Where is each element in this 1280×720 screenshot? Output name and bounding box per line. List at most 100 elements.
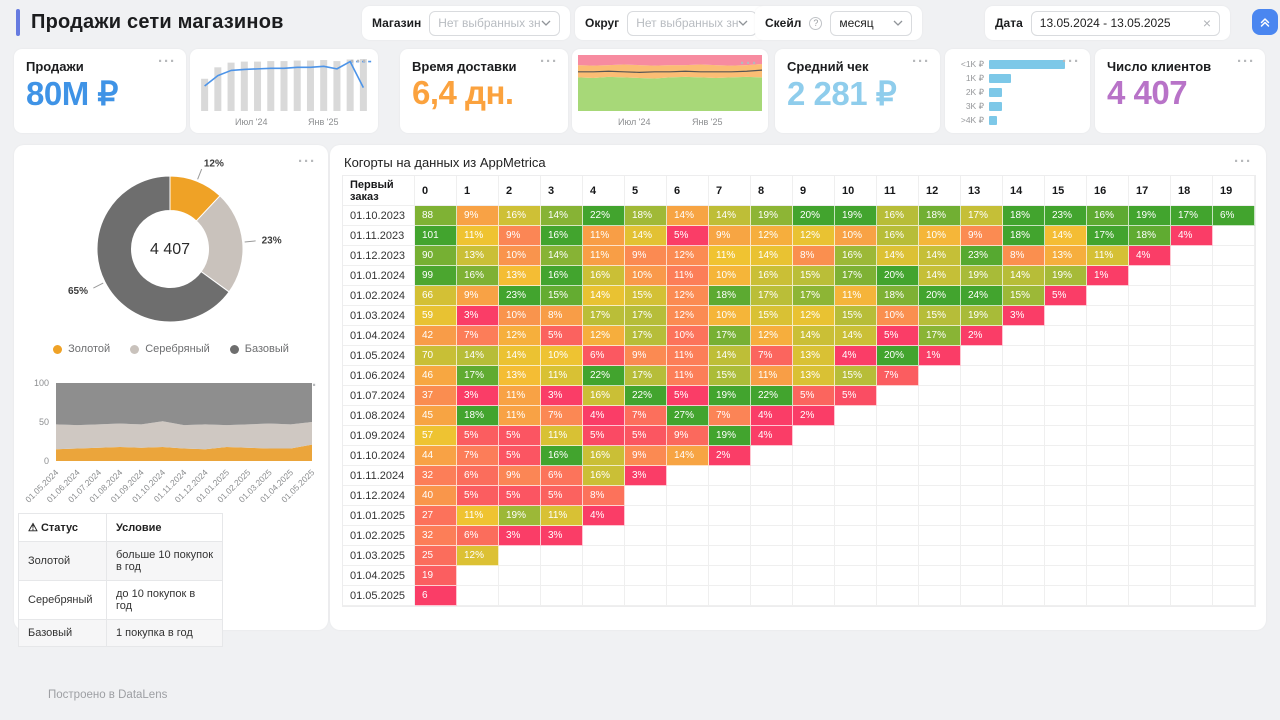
cohort-cell	[625, 526, 667, 546]
cohort-cell	[877, 486, 919, 506]
svg-text:12%: 12%	[204, 158, 224, 169]
cohort-cell	[1129, 546, 1171, 566]
cohort-cell	[793, 506, 835, 526]
cohort-cell: 18%	[625, 206, 667, 226]
cohort-cell	[1213, 366, 1255, 386]
cohort-cell: 19%	[835, 206, 877, 226]
date-range-input[interactable]: 13.05.2024 - 13.05.2025 ×	[1030, 10, 1220, 36]
cohort-cell	[709, 486, 751, 506]
menu-dots-icon[interactable]: ···	[740, 55, 758, 72]
kpi-card-avg-check: Средний чек 2 281 ₽ ···	[775, 49, 940, 133]
cohort-cell: 4%	[1171, 226, 1213, 246]
cohort-cell	[1213, 386, 1255, 406]
legend-item[interactable]: Золотой	[53, 343, 110, 355]
cohort-cell	[1213, 566, 1255, 586]
table-row: Золотой больше 10 покупок в год	[18, 541, 223, 581]
kpi-label: Продажи	[26, 59, 84, 74]
table-row: 01.03.2024 59 3% 10% 8% 17% 17% 12% 10% 15% 12% 15%…	[343, 306, 1255, 326]
menu-dots-icon[interactable]: ···	[1062, 53, 1080, 70]
kpi-value-avg-check: 2 281 ₽	[787, 75, 897, 112]
clear-date-icon[interactable]: ×	[1202, 15, 1211, 31]
cohort-cell	[919, 386, 961, 406]
table-row: 01.02.2024 66 9% 23% 15% 14% 15% 12% 18% 17% 17% 11…	[343, 286, 1255, 306]
menu-dots-icon[interactable]: ···	[158, 53, 176, 70]
cohort-cell: 19	[415, 566, 457, 586]
cohort-cell	[1045, 426, 1087, 446]
cohort-cell	[793, 586, 835, 606]
menu-dots-icon[interactable]: ···	[298, 153, 316, 170]
cohort-cell	[709, 506, 751, 526]
cohort-cell	[1087, 366, 1129, 386]
cohort-cell	[1129, 486, 1171, 506]
cohort-cell	[625, 566, 667, 586]
menu-dots-icon[interactable]: ···	[1234, 153, 1252, 170]
cohort-cell	[919, 506, 961, 526]
cohort-cell	[1171, 426, 1213, 446]
cohort-cell	[919, 426, 961, 446]
store-select[interactable]: Нет выбранных значений	[429, 10, 560, 36]
cohort-cell	[1045, 506, 1087, 526]
kpi-label: Число клиентов	[1107, 59, 1212, 74]
cohort-cell	[919, 566, 961, 586]
status-table: ⚠ Статус Условие Золотой больше 10 покупо…	[18, 513, 223, 647]
cohort-cell: 66	[415, 286, 457, 306]
cohort-cell: 46	[415, 366, 457, 386]
cohort-cell: 13%	[793, 346, 835, 366]
cohort-cell	[1003, 326, 1045, 346]
scale-select[interactable]: месяц	[830, 10, 912, 36]
cohort-cell	[1129, 566, 1171, 586]
legend-item[interactable]: Базовый	[229, 343, 289, 355]
condition-cell: 1 покупка в год	[106, 619, 223, 647]
cohort-cell	[1003, 346, 1045, 366]
kpi-card-sales-trend: Июл '24 Янв '25 ···	[190, 49, 378, 133]
cohort-cell: 12%	[667, 306, 709, 326]
cohort-cell: 22%	[751, 386, 793, 406]
cohort-col-header: 13	[961, 176, 1003, 206]
cohort-col-header: 14	[1003, 176, 1045, 206]
cohort-cell: 23%	[961, 246, 1003, 266]
table-row: Базовый 1 покупка в год	[18, 619, 223, 647]
cohort-cell	[1171, 246, 1213, 266]
cohort-cell: 13%	[1045, 246, 1087, 266]
cohort-cell: 6%	[457, 526, 499, 546]
cohort-cell: 15%	[835, 366, 877, 386]
x-tick-label: Янв '25	[308, 117, 339, 127]
cohort-cell: 11%	[667, 266, 709, 286]
collapse-filters-button[interactable]	[1252, 9, 1278, 35]
cohort-col-header: 12	[919, 176, 961, 206]
cohort-cell	[877, 546, 919, 566]
cohort-cell	[541, 566, 583, 586]
cohort-cell: 9%	[499, 466, 541, 486]
cohort-cell	[1129, 446, 1171, 466]
cohort-cell: 14%	[835, 326, 877, 346]
cohort-cell: 11%	[457, 226, 499, 246]
cohort-cell: 17%	[625, 306, 667, 326]
cohort-cell: 2%	[961, 326, 1003, 346]
menu-dots-icon[interactable]: ···	[350, 53, 368, 70]
cohort-cell	[499, 546, 541, 566]
cohort-first-col-header: Первый заказ	[343, 176, 415, 206]
menu-dots-icon[interactable]: ···	[540, 53, 558, 70]
filter-scale: Скейл ? месяц	[755, 6, 922, 40]
menu-dots-icon[interactable]: ···	[912, 53, 930, 70]
cohort-cell: 17%	[583, 306, 625, 326]
condition-cell: до 10 покупок в год	[106, 580, 223, 620]
cohort-cell: 16%	[583, 466, 625, 486]
cohort-cell	[1213, 326, 1255, 346]
menu-dots-icon[interactable]: ···	[1237, 53, 1255, 70]
cohort-cell	[835, 486, 877, 506]
cohort-cell: 14%	[1045, 226, 1087, 246]
cohort-cell	[1087, 386, 1129, 406]
cohort-date-cell: 01.04.2024	[343, 326, 415, 346]
table-row: 01.12.2024 40 5% 5% 5% 8%	[343, 486, 1255, 506]
info-icon[interactable]: ?	[809, 16, 823, 30]
legend-label: Серебряный	[145, 343, 210, 355]
cohort-cell	[751, 466, 793, 486]
cohort-cell: 99	[415, 266, 457, 286]
cohort-cell: 7%	[457, 326, 499, 346]
cohort-cell	[1045, 486, 1087, 506]
check-histogram-chart: <1K ₽ 1K ₽ 2K ₽ 3K ₽ >4K ₽	[953, 59, 1082, 130]
district-select[interactable]: Нет выбранных значений	[627, 10, 757, 36]
cohort-cell	[583, 566, 625, 586]
legend-item[interactable]: Серебряный	[130, 343, 210, 355]
